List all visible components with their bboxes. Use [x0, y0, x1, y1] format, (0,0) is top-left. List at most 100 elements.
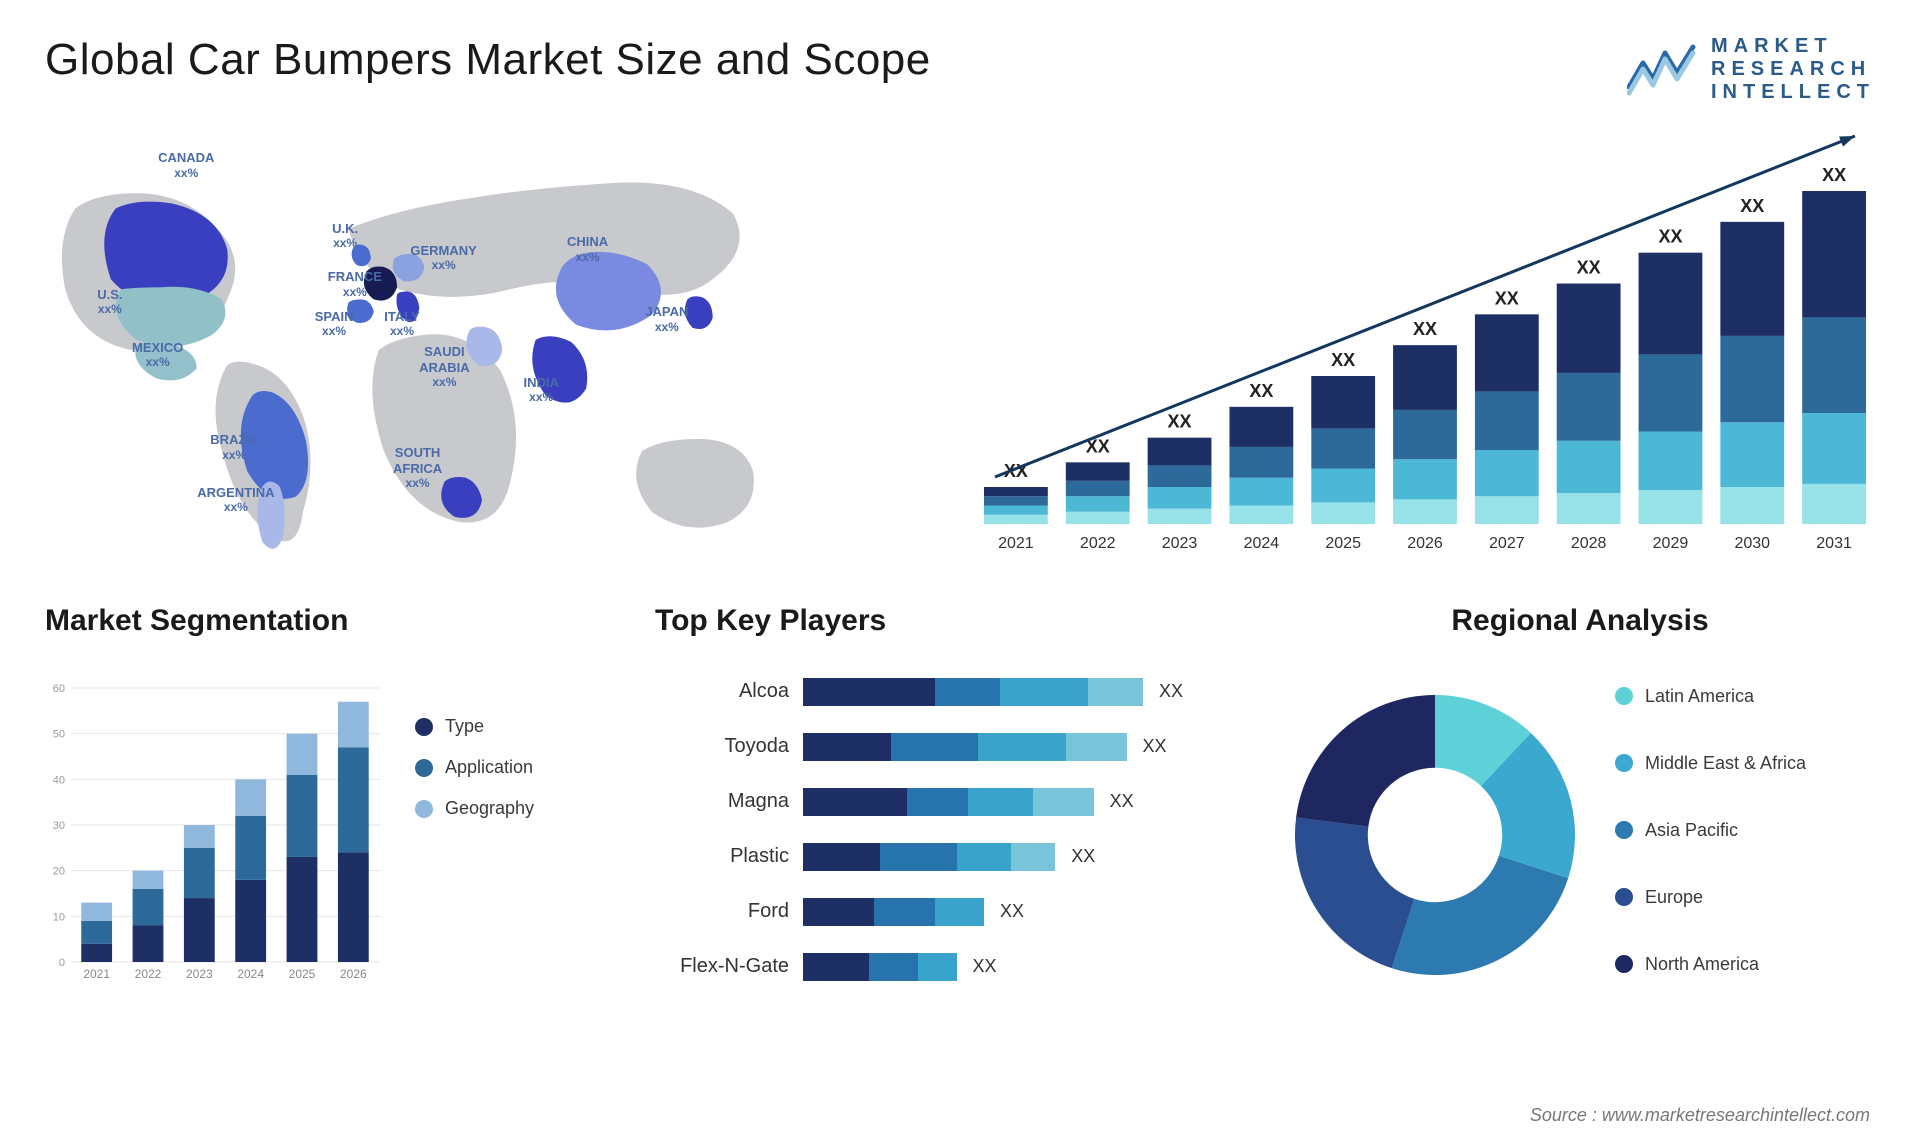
player-name: Alcoa	[655, 680, 795, 703]
country-label: CANADAxx%	[158, 150, 214, 180]
legend-item: Asia Pacific	[1615, 820, 1875, 841]
legend-item: Middle East & Africa	[1615, 753, 1875, 774]
svg-text:10: 10	[53, 911, 65, 923]
player-row: Ford XX	[655, 898, 1235, 926]
regional-donut-svg	[1285, 685, 1585, 985]
player-row: PlasticXX	[655, 843, 1235, 871]
page-title: Global Car Bumpers Market Size and Scope	[45, 35, 931, 85]
player-value: XX	[1143, 736, 1167, 757]
svg-text:XX: XX	[1658, 227, 1682, 247]
legend-item: Geography	[415, 798, 605, 819]
regional-panel: Regional Analysis Latin America Middle Ea…	[1285, 604, 1875, 1014]
svg-text:2022: 2022	[135, 967, 162, 981]
player-name: Toyoda	[655, 735, 795, 758]
logo-mark-icon	[1627, 43, 1697, 97]
country-label: ITALYxx%	[384, 309, 419, 339]
legend-item: Europe	[1615, 887, 1875, 908]
svg-text:2024: 2024	[1244, 535, 1280, 552]
legend-dot-icon	[415, 800, 433, 818]
svg-text:2026: 2026	[1407, 535, 1443, 552]
svg-text:2025: 2025	[289, 967, 316, 981]
svg-text:0: 0	[59, 957, 65, 969]
player-value: XX	[1000, 901, 1024, 922]
country-label: MEXICOxx%	[132, 340, 183, 370]
legend-label: Asia Pacific	[1645, 820, 1738, 841]
legend-item: Application	[415, 757, 605, 778]
legend-label: Europe	[1645, 887, 1703, 908]
country-label: FRANCExx%	[328, 269, 382, 299]
country-label: U.K.xx%	[332, 221, 358, 251]
svg-text:2021: 2021	[998, 535, 1034, 552]
svg-text:2023: 2023	[1162, 535, 1198, 552]
svg-text:XX: XX	[1822, 165, 1846, 185]
svg-text:XX: XX	[1413, 319, 1437, 339]
player-bar	[803, 678, 1143, 706]
player-row: Toyoda XX	[655, 733, 1235, 761]
country-label: JAPANxx%	[645, 304, 688, 334]
svg-text:XX: XX	[1740, 196, 1764, 216]
regional-legend: Latin America Middle East & Africa Asia Pa…	[1615, 676, 1875, 995]
legend-label: Middle East & Africa	[1645, 753, 1806, 774]
svg-text:2021: 2021	[83, 967, 110, 981]
player-name: Flex-N-Gate	[655, 955, 795, 978]
player-row: Alcoa XX	[655, 678, 1235, 706]
svg-text:2031: 2031	[1816, 535, 1852, 552]
legend-dot-icon	[1615, 955, 1633, 973]
svg-text:XX: XX	[1331, 350, 1355, 370]
player-bar	[803, 788, 1094, 816]
svg-text:2028: 2028	[1571, 535, 1607, 552]
country-label: SAUDIARABIAxx%	[419, 344, 470, 390]
player-value: XX	[1110, 791, 1134, 812]
legend-dot-icon	[1615, 888, 1633, 906]
player-value: XX	[973, 956, 997, 977]
country-label: SPAINxx%	[315, 309, 354, 339]
players-panel: Top Key Players AlcoaXXToyodaXXMagnaXXPl…	[655, 604, 1235, 1014]
svg-text:2026: 2026	[340, 967, 367, 981]
country-label: U.S.xx%	[97, 287, 122, 317]
legend-item: Latin America	[1615, 686, 1875, 707]
legend-label: Geography	[445, 798, 534, 819]
legend-label: North America	[1645, 954, 1759, 975]
country-label: CHINAxx%	[567, 234, 608, 264]
svg-text:2030: 2030	[1734, 535, 1770, 552]
player-bar	[803, 953, 957, 981]
legend-item: North America	[1615, 954, 1875, 975]
svg-text:2024: 2024	[237, 967, 264, 981]
legend-dot-icon	[1615, 687, 1633, 705]
player-name: Plastic	[655, 845, 795, 868]
growth-chart-panel: XX 2021 XX 2022 XX 2023 XX 2024 XX 2025 XX 2026 XX 20…	[975, 124, 1875, 564]
logo-line-1: MARKET	[1711, 35, 1875, 58]
regional-title: Regional Analysis	[1285, 604, 1875, 638]
player-row: Magna XX	[655, 788, 1235, 816]
legend-dot-icon	[1615, 821, 1633, 839]
svg-text:2023: 2023	[186, 967, 213, 981]
svg-text:2022: 2022	[1080, 535, 1116, 552]
svg-text:XX: XX	[1495, 288, 1519, 308]
svg-text:2025: 2025	[1325, 535, 1361, 552]
legend-label: Type	[445, 716, 484, 737]
svg-text:XX: XX	[1168, 412, 1192, 432]
country-label: SOUTHAFRICAxx%	[393, 445, 442, 491]
legend-label: Application	[445, 757, 533, 778]
country-label: ARGENTINAxx%	[197, 485, 274, 515]
legend-dot-icon	[415, 759, 433, 777]
country-label: INDIAxx%	[524, 375, 559, 405]
growth-chart-svg: XX 2021 XX 2022 XX 2023 XX 2024 XX 2025 XX 2026 XX 20…	[975, 124, 1875, 564]
svg-text:2029: 2029	[1653, 535, 1689, 552]
logo-line-3: INTELLECT	[1711, 81, 1875, 104]
brand-logo: MARKET RESEARCH INTELLECT	[1627, 35, 1875, 104]
player-name: Magna	[655, 790, 795, 813]
legend-dot-icon	[415, 718, 433, 736]
svg-text:XX: XX	[1577, 258, 1601, 278]
legend-item: Type	[415, 716, 605, 737]
svg-text:50: 50	[53, 729, 65, 741]
player-name: Ford	[655, 900, 795, 923]
svg-text:XX: XX	[1249, 381, 1273, 401]
segmentation-title: Market Segmentation	[45, 604, 605, 638]
svg-text:20: 20	[53, 866, 65, 878]
svg-text:30: 30	[53, 820, 65, 832]
svg-text:40: 40	[53, 774, 65, 786]
player-value: XX	[1159, 681, 1183, 702]
legend-dot-icon	[1615, 754, 1633, 772]
player-bar	[803, 733, 1127, 761]
